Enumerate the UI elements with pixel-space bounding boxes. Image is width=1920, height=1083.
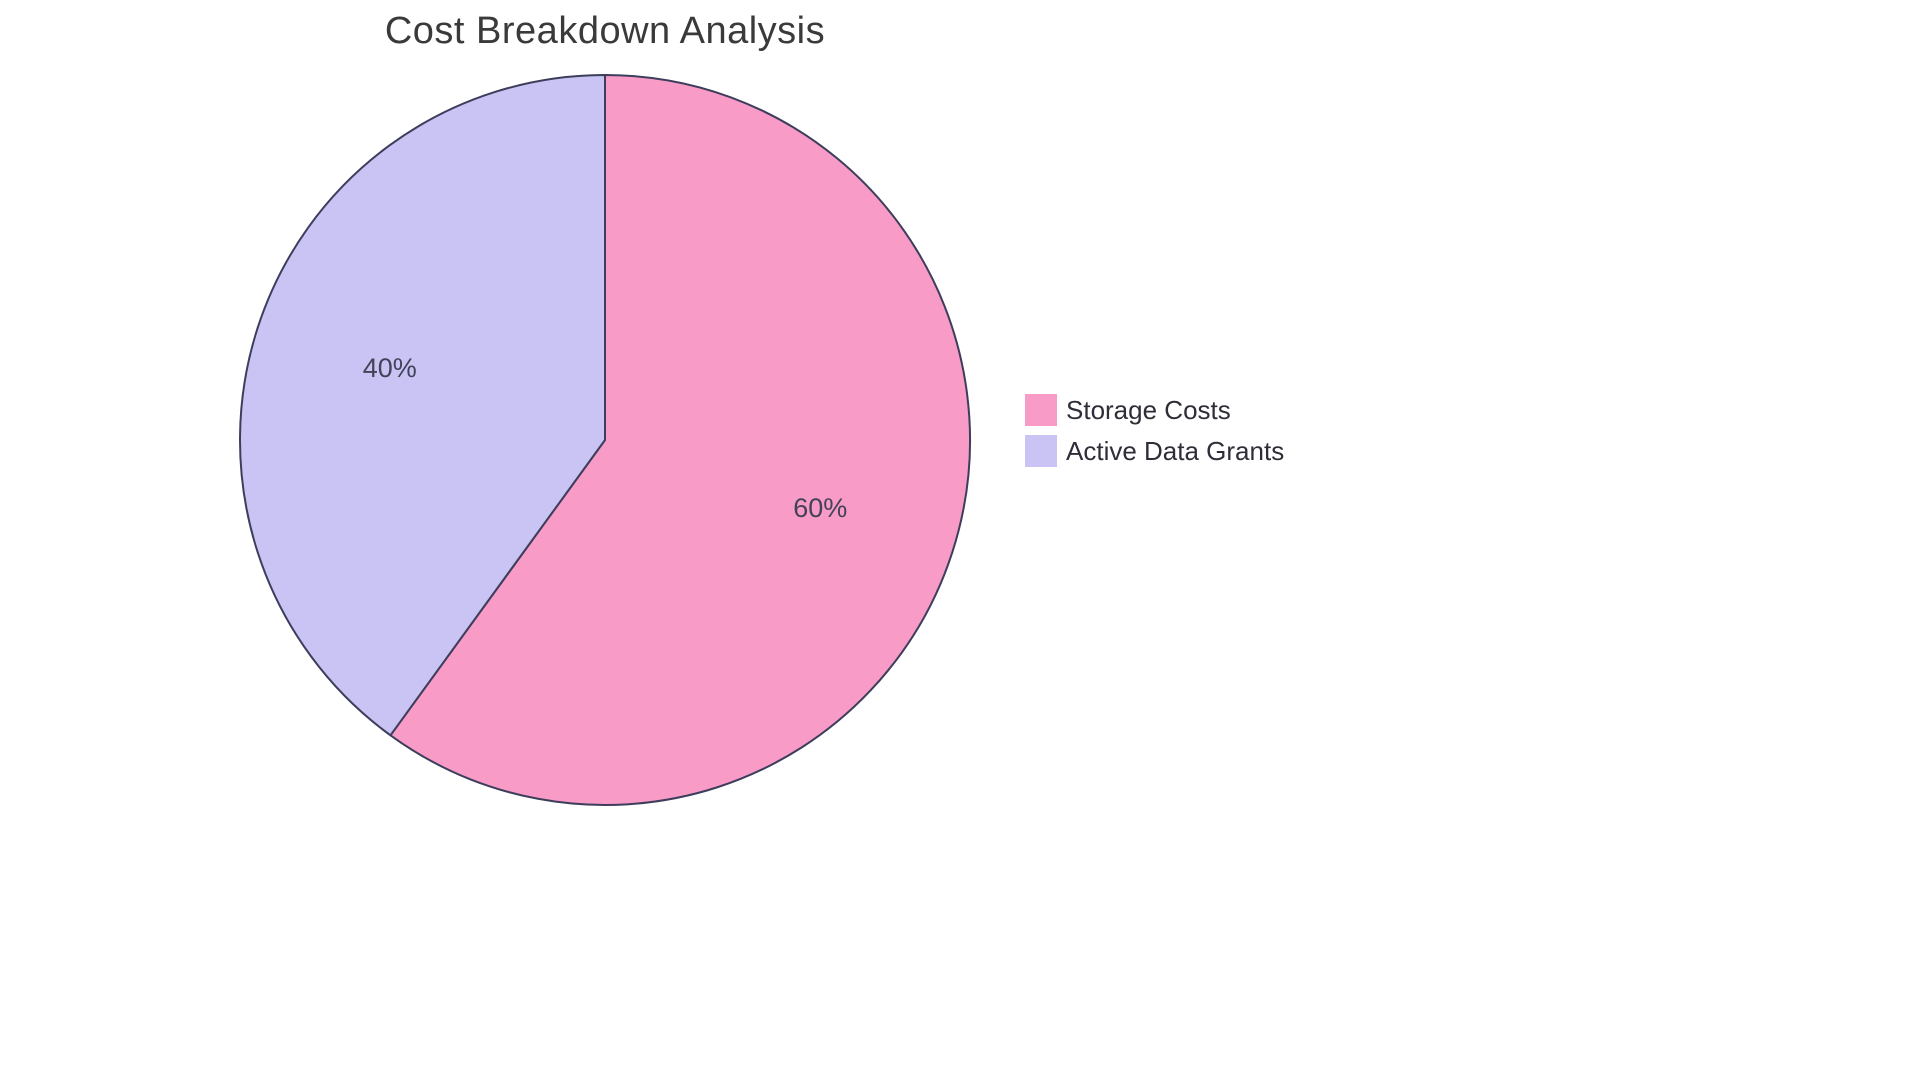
legend: Storage Costs Active Data Grants bbox=[1025, 394, 1284, 467]
legend-item-active-data-grants[interactable]: Active Data Grants bbox=[1025, 435, 1284, 467]
pie-slice-storage-costs[interactable] bbox=[389, 74, 971, 806]
pie-slice-active-data-grants[interactable] bbox=[239, 74, 606, 737]
legend-item-storage-costs[interactable]: Storage Costs bbox=[1025, 394, 1284, 426]
chart-title: Cost Breakdown Analysis bbox=[384, 10, 826, 52]
legend-swatch-storage-costs bbox=[1025, 394, 1057, 426]
legend-swatch-active-data-grants bbox=[1025, 435, 1057, 467]
pie-percent-label-storage-costs: 60% bbox=[793, 493, 847, 523]
pie-percent-label-active-data-grants: 40% bbox=[363, 353, 417, 383]
legend-label-storage-costs: Storage Costs bbox=[1066, 394, 1231, 425]
legend-label-active-data-grants: Active Data Grants bbox=[1066, 435, 1285, 466]
